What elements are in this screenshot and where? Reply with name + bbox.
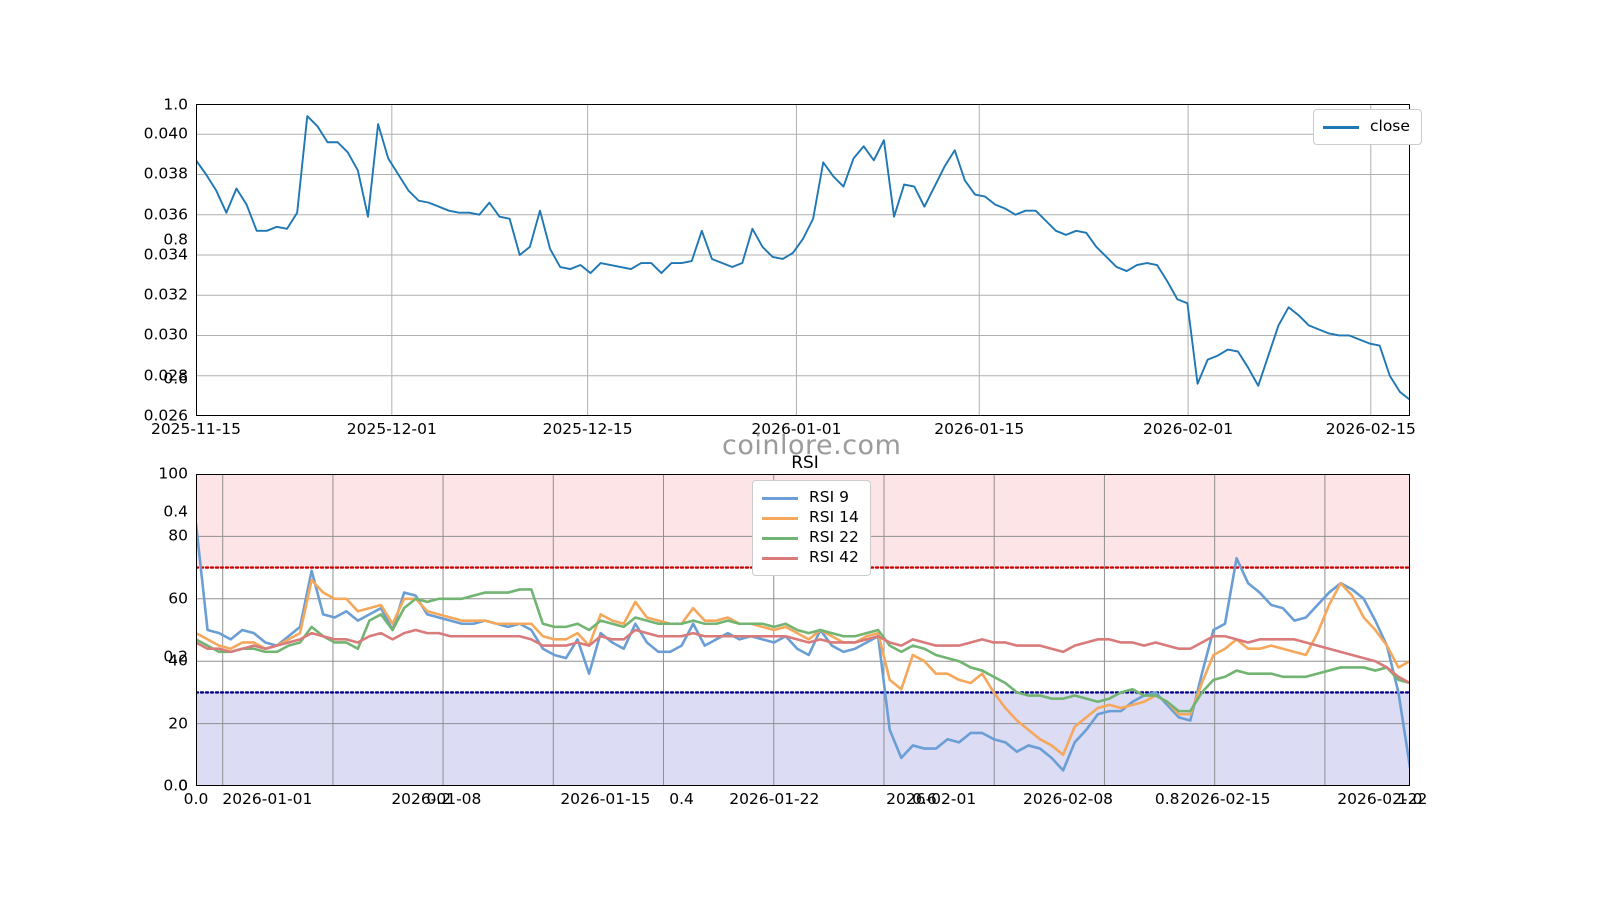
rsi-legend-label: RSI 42: [809, 548, 859, 567]
rsi-legend-label: RSI 9: [809, 488, 849, 507]
rsi-series-line-rsi-14: [196, 578, 1410, 757]
rsi-y-tick-20: 20: [168, 713, 188, 732]
price-x-tick-2025-12-01: 2025-12-01: [346, 420, 437, 438]
rsi-legend-item: RSI 22: [762, 528, 859, 548]
legend-line-icon: [762, 556, 798, 560]
price-x-tick-2026-02-01: 2026-02-01: [1143, 420, 1234, 438]
price-x-tick-2025-12-15: 2025-12-15: [542, 420, 633, 438]
price-y-tick-0.040: 0.040: [143, 124, 188, 143]
price-y-tick-0.034: 0.034: [143, 245, 188, 264]
price-y-tick-0.038: 0.038: [143, 164, 188, 183]
price-x-tick-2025-11-15: 2025-11-15: [150, 420, 242, 438]
price-x-tick-2026-02-15: 2026-02-15: [1325, 420, 1416, 438]
legend-line-icon: [762, 516, 798, 520]
rsi-x-tick-2026-01-22: 2026-01-22: [729, 790, 820, 808]
rsi-oversold-band: [196, 692, 1410, 786]
price-y-tick-0.028: 0.028: [143, 365, 188, 384]
price-y-secondary-tick-0.6: 0.6: [163, 369, 188, 388]
rsi-y-secondary-tick-0.2: 0.2: [163, 647, 188, 666]
legend-line-icon: [1323, 125, 1359, 129]
price-legend-item: close: [1323, 117, 1410, 137]
price-y-tick-0.030: 0.030: [143, 325, 188, 344]
price-y-tick-0.026: 0.026: [143, 406, 188, 425]
rsi-series-line-rsi-42: [196, 628, 1410, 685]
rsi-x-tick-2026-01-01: 2026-01-01: [222, 790, 313, 808]
rsi-legend: RSI 9 RSI 14 RSI 22 RSI 42: [752, 480, 871, 576]
rsi-x-tick-2026-02-08: 2026-02-08: [1022, 790, 1114, 808]
rsi-x-tick-2026-01-15: 2026-01-15: [560, 790, 651, 808]
rsi-y-secondary-tick-0.0: 0.0: [163, 776, 188, 795]
price-x-tick-2026-01-01: 2026-01-01: [751, 420, 842, 438]
rsi-y-secondary-tick-0.4: 0.4: [163, 502, 188, 521]
rsi-x-tick-2026-02-01: 2026-02-01: [886, 790, 977, 808]
price-chart-panel: [196, 104, 1410, 416]
rsi-chart-title: RSI: [791, 453, 819, 473]
rsi-y-tick-80: 80: [168, 526, 188, 545]
rsi-x-tick-2026-01-08: 2026-01-08: [391, 790, 482, 808]
watermark-coinlore: coinlore.com: [722, 430, 902, 461]
rsi-legend-label: RSI 14: [809, 508, 859, 527]
rsi-y-tick-60: 60: [168, 589, 188, 608]
price-legend: close: [1313, 109, 1422, 145]
price-close-line: [196, 115, 1410, 401]
rsi-x-tick-2026-02-15: 2026-02-15: [1180, 790, 1271, 808]
rsi-series-line-rsi-22: [196, 588, 1410, 713]
rsi-legend-item: RSI 42: [762, 548, 859, 568]
price-legend-label: close: [1370, 117, 1410, 136]
price-plot-area: [196, 104, 1410, 416]
rsi-x-secondary-tick-0.0: 0.0: [183, 790, 209, 808]
legend-line-icon: [762, 496, 798, 500]
rsi-x-secondary-tick-0.6: 0.6: [912, 790, 937, 808]
price-y-secondary-tick-1.0: 1.0: [163, 95, 188, 114]
rsi-x-tick-2026-02-22: 2026-02-22: [1337, 790, 1428, 808]
rsi-x-secondary-tick-0.2: 0.2: [426, 790, 452, 808]
rsi-x-secondary-tick-0.4: 0.4: [669, 790, 694, 808]
rsi-x-secondary-tick-0.8: 0.8: [1154, 790, 1180, 808]
rsi-legend-label: RSI 22: [809, 528, 859, 547]
rsi-x-secondary-tick-1.0: 1.0: [1397, 790, 1423, 808]
rsi-legend-item: RSI 14: [762, 508, 859, 528]
legend-line-icon: [762, 536, 798, 540]
price-y-tick-0.032: 0.032: [143, 285, 188, 304]
price-y-secondary-tick-0.8: 0.8: [163, 230, 188, 249]
rsi-legend-item: RSI 9: [762, 488, 859, 508]
rsi-y-tick-0: 0: [178, 776, 188, 795]
price-x-tick-2026-01-15: 2026-01-15: [934, 420, 1025, 438]
price-y-tick-0.036: 0.036: [143, 204, 188, 223]
rsi-y-tick-100: 100: [158, 464, 188, 483]
rsi-y-tick-40: 40: [168, 651, 188, 670]
